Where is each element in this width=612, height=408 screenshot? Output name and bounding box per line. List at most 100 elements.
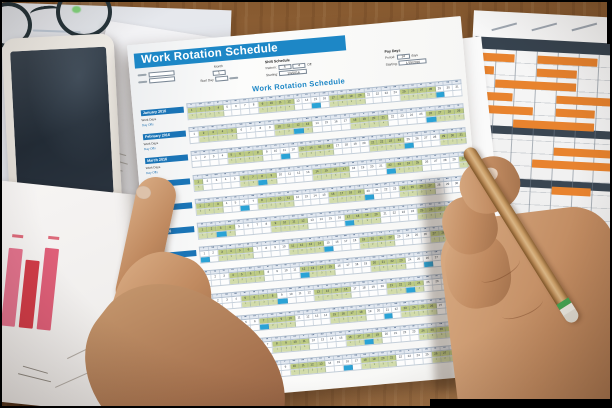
day-mark-cell [358, 170, 369, 177]
day-number-cell: 3 [212, 177, 222, 183]
day-number-cell: 7 [259, 293, 269, 300]
day-number-cell: 19 [361, 260, 371, 267]
day-number-cell: 22 [396, 281, 406, 288]
day-mark-cell [291, 272, 301, 279]
day-number-cell: 25 [413, 159, 423, 166]
day-mark-cell: 2 [267, 202, 277, 209]
day-number-cell: 28 [440, 157, 451, 163]
red-bar [36, 247, 60, 331]
day-mark-cell [408, 214, 419, 221]
day-number-cell: 16 [330, 166, 341, 173]
day-mark-cell: 4 [214, 110, 224, 117]
day-number-cell: 22 [377, 138, 387, 145]
day-mark-cell [281, 369, 292, 376]
day-mark-cell: 4 [355, 194, 365, 201]
day-mark-cell: 4 [254, 155, 264, 162]
day-mark-cell [333, 244, 343, 252]
day-number-cell: 22 [389, 209, 400, 216]
day-number-cell: 7 [244, 150, 255, 156]
day-mark-cell [336, 340, 347, 348]
day-number-cell: 8 [249, 101, 259, 108]
day-mark-cell [414, 358, 424, 365]
day-mark-cell: 2 [268, 322, 279, 329]
day-number-cell: 27 [435, 109, 446, 116]
day-mark-cell [334, 365, 345, 372]
day-number-cell: 20 [355, 92, 365, 99]
day-number-cell: 17 [354, 333, 365, 340]
day-mark-cell [373, 193, 383, 200]
day-number-cell: 20 [382, 330, 392, 337]
day-number-cell: 25 [418, 303, 428, 310]
day-mark-cell: 3 [418, 92, 428, 100]
day-mark-cell: 2 [368, 241, 378, 248]
day-number-cell: 22 [373, 90, 383, 97]
day-mark-cell [404, 238, 414, 245]
day-number-cell: 20 [363, 187, 374, 194]
day-number-cell: 17 [341, 238, 351, 244]
day-number-cell: 15 [326, 263, 336, 270]
day-number-cell: 9 [262, 148, 272, 155]
day-number-cell: 16 [341, 286, 351, 293]
day-number-cell: 14 [310, 192, 321, 199]
payday-cell: 1 [300, 271, 310, 279]
day-number-cell: 23 [394, 233, 404, 240]
day-number-cell: 20 [374, 307, 384, 314]
day-number-cell: 4 [222, 200, 232, 207]
day-mark-cell: 4 [214, 207, 224, 214]
day-mark-cell [256, 131, 267, 138]
day-mark-cell: 3 [205, 207, 215, 215]
day-number-cell: 21 [391, 330, 401, 336]
day-mark-cell [235, 229, 245, 236]
day-number-cell: 14 [327, 335, 337, 342]
payday-cell: 1 [344, 219, 355, 226]
day-number-cell: 14 [312, 120, 323, 126]
day-number-cell: 15 [334, 359, 344, 365]
payday-cell [364, 193, 374, 201]
day-mark-cell: 2 [322, 173, 332, 180]
day-number-cell: 4 [226, 248, 236, 254]
day-mark-cell [335, 268, 345, 275]
day-number-cell: 26 [408, 87, 418, 94]
day-number-cell: 28 [430, 133, 440, 140]
day-mark-cell: 3 [291, 344, 301, 352]
day-number-cell: 11 [294, 314, 305, 321]
day-number-cell: 6 [246, 270, 256, 277]
day-mark-cell [353, 267, 363, 274]
day-mark-cell: 2 [299, 368, 309, 375]
day-mark-cell [388, 119, 399, 126]
day-number-cell: 9 [277, 291, 288, 298]
day-number-cell: 18 [353, 212, 363, 219]
day-mark-cell [304, 319, 314, 326]
payday-cell: 3 [405, 286, 416, 293]
day-number-cell: 13 [312, 312, 322, 319]
day-mark-cell [413, 141, 423, 148]
form-group-shift-schedule: Shift Schedule Pattern: 4 4 Off Starting… [265, 56, 312, 77]
day-mark-cell [309, 343, 320, 350]
day-number-cell: 4 [231, 295, 242, 302]
day-number-cell: 2 [199, 130, 210, 136]
day-number-cell: 18 [363, 332, 374, 339]
day-number-cell: 15 [315, 144, 325, 150]
day-mark-cell: 2 [395, 167, 406, 174]
day-mark-cell: 1 [199, 136, 210, 143]
day-number-cell: 17 [340, 165, 350, 172]
day-number-cell: 11 [276, 99, 286, 106]
day-mark-cell [209, 255, 219, 262]
day-number-cell: 19 [350, 140, 361, 147]
day-mark-cell [308, 222, 318, 230]
day-mark-cell [377, 168, 387, 175]
day-number-cell: 17 [344, 213, 354, 220]
day-mark-cell: 3 [259, 299, 270, 306]
day-number-cell: 29 [439, 133, 449, 139]
day-mark-cell [382, 96, 392, 103]
day-mark-cell: 4 [373, 337, 384, 344]
day-mark-cell [431, 163, 442, 171]
pattern-on-value: 4 [278, 63, 292, 70]
day-mark-cell [351, 291, 361, 298]
day-number-cell: 24 [405, 256, 415, 263]
period-value: 14 [396, 53, 410, 60]
day-number-cell: 9 [270, 244, 281, 251]
payday-cell [343, 364, 354, 371]
day-mark-cell: 2 [238, 277, 248, 284]
day-number-cell: 17 [337, 190, 347, 197]
